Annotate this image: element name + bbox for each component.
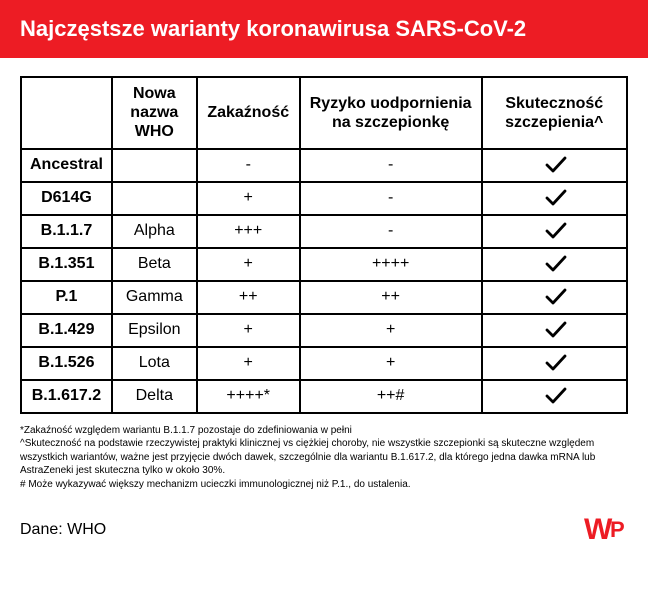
cell-who: Lota xyxy=(112,347,197,380)
table-body: Ancestral--D614G+-B.1.1.7Alpha+++-B.1.35… xyxy=(21,149,627,413)
cell-infectivity: ++++* xyxy=(197,380,300,413)
table-row: Ancestral -- xyxy=(21,149,627,182)
table-row: B.1.429Epsilon++ xyxy=(21,314,627,347)
infographic-container: Najczęstsze warianty koronawirusa SARS-C… xyxy=(0,0,648,559)
footnotes: *Zakaźność względem wariantu B.1.1.7 poz… xyxy=(20,424,628,492)
svg-text:W: W xyxy=(584,515,613,545)
cell-variant: B.1.351 xyxy=(21,248,112,281)
cell-variant: B.1.526 xyxy=(21,347,112,380)
table-row: B.1.526Lota++ xyxy=(21,347,627,380)
cell-infectivity: + xyxy=(197,347,300,380)
footnote-line: ^Skuteczność na podstawie rzeczywistej p… xyxy=(20,437,628,478)
cell-effectiveness xyxy=(482,314,627,347)
variants-table: Nowa nazwa WHO Zakaźność Ryzyko uodporni… xyxy=(20,76,628,414)
check-icon xyxy=(545,387,563,401)
cell-effectiveness xyxy=(482,281,627,314)
cell-effectiveness xyxy=(482,149,627,182)
cell-who: Alpha xyxy=(112,215,197,248)
cell-effectiveness xyxy=(482,380,627,413)
wp-logo: W P xyxy=(584,515,628,545)
check-icon xyxy=(545,156,563,170)
table-row: B.1.351Beta+++++ xyxy=(21,248,627,281)
svg-text:P: P xyxy=(610,517,624,542)
cell-infectivity: + xyxy=(197,314,300,347)
content-area: Nowa nazwa WHO Zakaźność Ryzyko uodporni… xyxy=(0,58,648,501)
footnote-line: *Zakaźność względem wariantu B.1.1.7 poz… xyxy=(20,424,628,438)
source-label: Dane: WHO xyxy=(20,521,106,539)
cell-variant: P.1 xyxy=(21,281,112,314)
cell-resistance: + xyxy=(300,314,482,347)
cell-infectivity: +++ xyxy=(197,215,300,248)
check-icon xyxy=(545,354,563,368)
table-row: B.1.1.7Alpha+++- xyxy=(21,215,627,248)
cell-resistance: + xyxy=(300,347,482,380)
check-icon xyxy=(545,288,563,302)
cell-who xyxy=(112,182,197,215)
check-icon xyxy=(545,189,563,203)
cell-infectivity: + xyxy=(197,248,300,281)
page-title: Najczęstsze warianty koronawirusa SARS-C… xyxy=(20,16,526,41)
cell-effectiveness xyxy=(482,215,627,248)
cell-who: Delta xyxy=(112,380,197,413)
table-row: P.1Gamma++++ xyxy=(21,281,627,314)
table-header-row: Nowa nazwa WHO Zakaźność Ryzyko uodporni… xyxy=(21,77,627,149)
cell-effectiveness xyxy=(482,248,627,281)
table-row: B.1.617.2Delta++++*++# xyxy=(21,380,627,413)
cell-infectivity: - xyxy=(197,149,300,182)
cell-who: Epsilon xyxy=(112,314,197,347)
header-bar: Najczęstsze warianty koronawirusa SARS-C… xyxy=(0,0,648,58)
cell-resistance: ++ xyxy=(300,281,482,314)
col-header-variant xyxy=(21,77,112,149)
cell-variant: B.1.429 xyxy=(21,314,112,347)
table-row: D614G +- xyxy=(21,182,627,215)
col-header-who: Nowa nazwa WHO xyxy=(112,77,197,149)
footnote-line: # Może wykazywać większy mechanizm uciec… xyxy=(20,478,628,492)
cell-infectivity: + xyxy=(197,182,300,215)
cell-infectivity: ++ xyxy=(197,281,300,314)
col-header-resistance: Ryzyko uodpornienia na szczepionkę xyxy=(300,77,482,149)
cell-resistance: ++# xyxy=(300,380,482,413)
cell-resistance: - xyxy=(300,182,482,215)
footer-bar: Dane: WHO W P xyxy=(0,501,648,559)
cell-variant: B.1.617.2 xyxy=(21,380,112,413)
cell-who xyxy=(112,149,197,182)
check-icon xyxy=(545,255,563,269)
col-header-effectiveness: Skuteczność szczepienia^ xyxy=(482,77,627,149)
cell-variant: B.1.1.7 xyxy=(21,215,112,248)
cell-effectiveness xyxy=(482,182,627,215)
cell-resistance: - xyxy=(300,215,482,248)
cell-effectiveness xyxy=(482,347,627,380)
check-icon xyxy=(545,321,563,335)
cell-who: Gamma xyxy=(112,281,197,314)
cell-variant: D614G xyxy=(21,182,112,215)
col-header-infectivity: Zakaźność xyxy=(197,77,300,149)
cell-resistance: - xyxy=(300,149,482,182)
cell-who: Beta xyxy=(112,248,197,281)
cell-resistance: ++++ xyxy=(300,248,482,281)
check-icon xyxy=(545,222,563,236)
cell-variant: Ancestral xyxy=(21,149,112,182)
